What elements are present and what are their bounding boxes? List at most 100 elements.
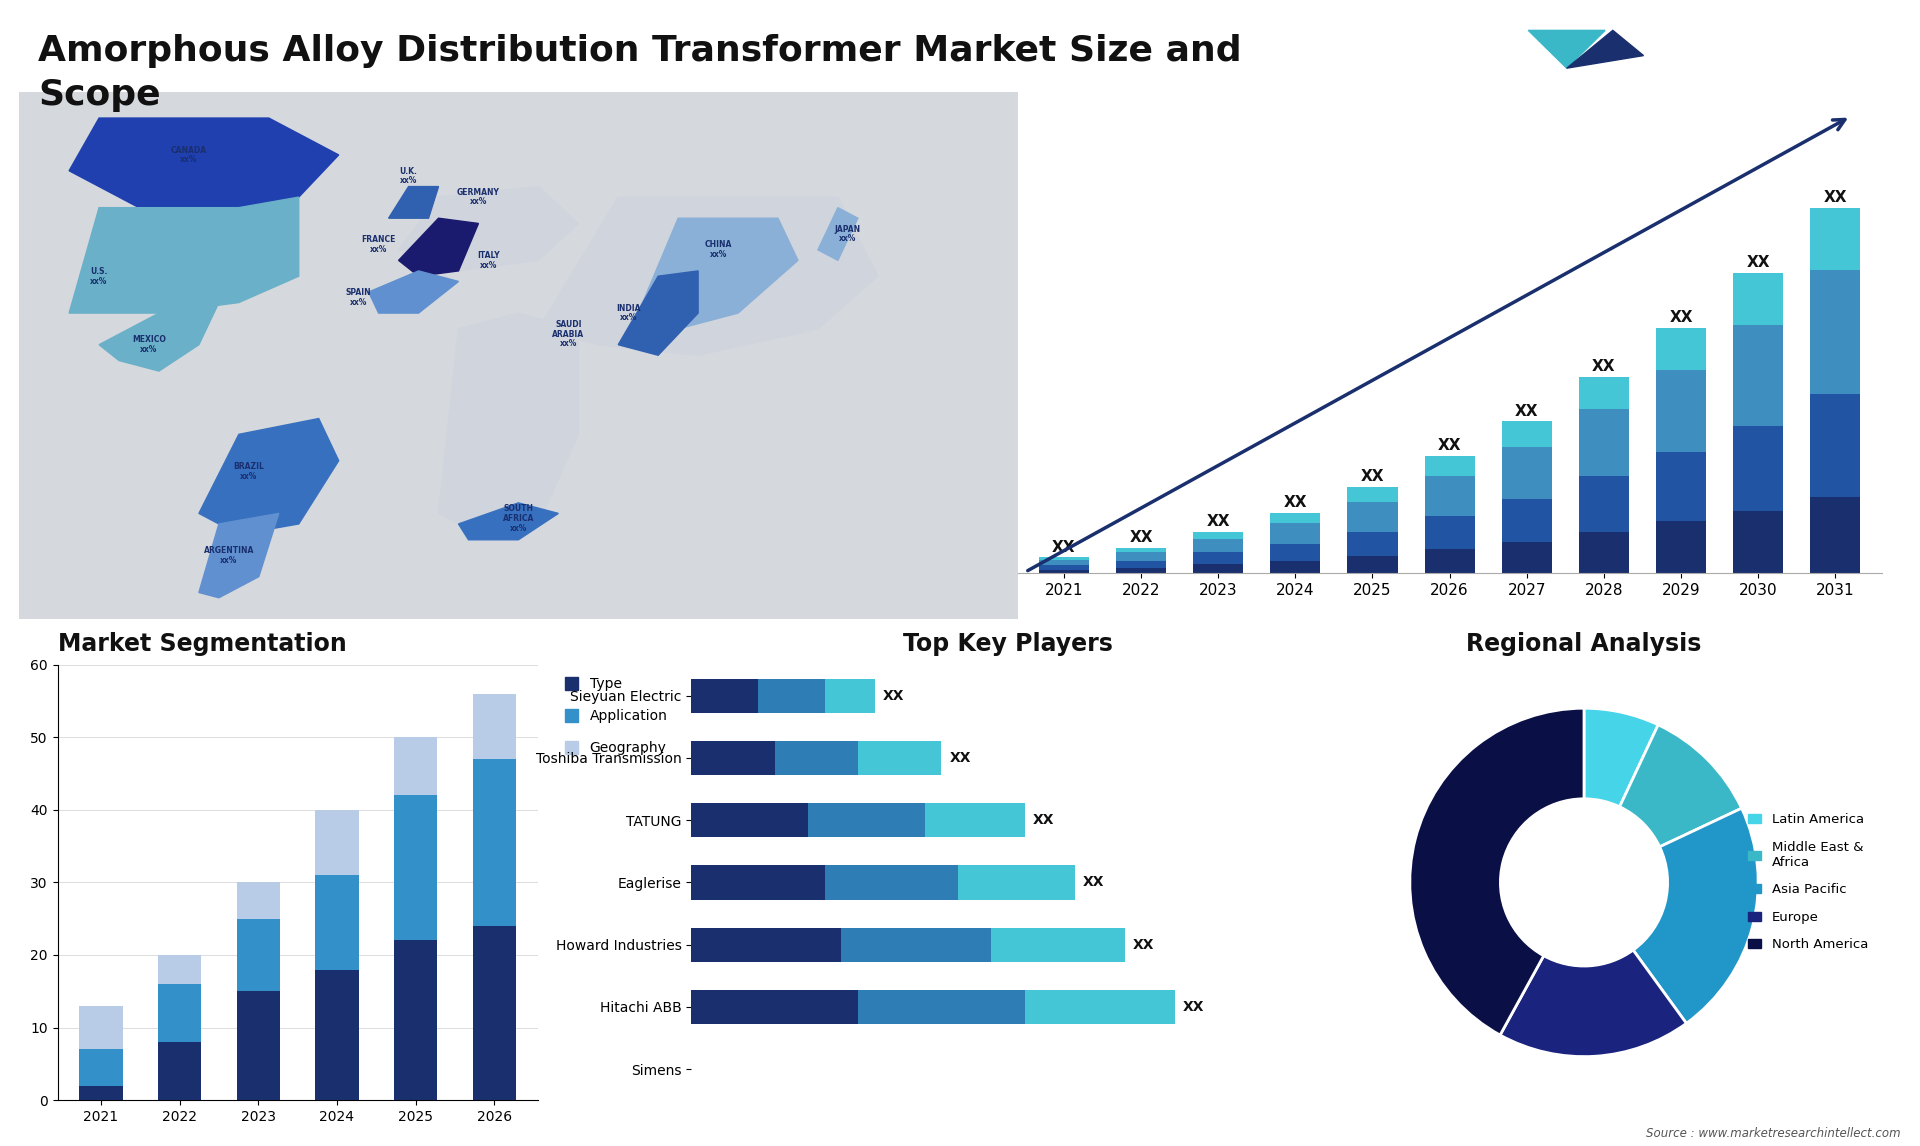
- Bar: [824, 678, 876, 713]
- Bar: [991, 927, 1125, 961]
- Bar: [1116, 548, 1165, 552]
- Text: INDIA
xx%: INDIA xx%: [616, 304, 641, 322]
- Polygon shape: [818, 207, 858, 260]
- Bar: [691, 865, 824, 900]
- Polygon shape: [538, 197, 877, 355]
- Text: MARKET: MARKET: [1709, 45, 1757, 54]
- Bar: [472, 926, 516, 1100]
- Bar: [958, 865, 1075, 900]
- Bar: [394, 941, 438, 1100]
- Title: Regional Analysis: Regional Analysis: [1467, 631, 1701, 656]
- Text: XX: XX: [1361, 469, 1384, 484]
- Polygon shape: [459, 503, 559, 540]
- Bar: [1039, 557, 1089, 560]
- Bar: [1348, 502, 1398, 532]
- Bar: [1578, 377, 1628, 409]
- Polygon shape: [200, 418, 338, 534]
- Legend: Latin America, Middle East &
Africa, Asia Pacific, Europe, North America: Latin America, Middle East & Africa, Asi…: [1743, 808, 1874, 957]
- Wedge shape: [1409, 708, 1584, 1035]
- Bar: [1501, 447, 1551, 499]
- Text: XX: XX: [1206, 513, 1231, 528]
- Bar: [858, 990, 1025, 1025]
- Text: XX: XX: [1284, 495, 1308, 510]
- Text: XX: XX: [950, 751, 972, 766]
- Bar: [79, 1050, 123, 1085]
- Bar: [1425, 516, 1475, 549]
- Bar: [1734, 511, 1784, 573]
- Bar: [1655, 453, 1707, 521]
- Bar: [1655, 370, 1707, 453]
- Bar: [824, 865, 958, 900]
- Bar: [1116, 560, 1165, 567]
- Text: XX: XX: [1129, 531, 1152, 545]
- Bar: [1811, 269, 1860, 394]
- Polygon shape: [637, 218, 799, 329]
- Bar: [1192, 539, 1244, 552]
- Bar: [925, 803, 1025, 838]
- Text: GERMANY
xx%: GERMANY xx%: [457, 188, 499, 206]
- Text: ITALY
xx%: ITALY xx%: [478, 251, 499, 269]
- Text: XX: XX: [1824, 190, 1847, 205]
- Polygon shape: [200, 513, 278, 598]
- Bar: [1734, 273, 1784, 324]
- Bar: [1811, 207, 1860, 269]
- Bar: [1655, 328, 1707, 370]
- Text: XX: XX: [1133, 937, 1154, 951]
- Polygon shape: [1528, 31, 1605, 68]
- Polygon shape: [100, 303, 219, 371]
- Bar: [79, 1085, 123, 1100]
- Wedge shape: [1620, 724, 1741, 847]
- Text: MEXICO
xx%: MEXICO xx%: [132, 336, 165, 354]
- Bar: [472, 759, 516, 926]
- Bar: [808, 803, 925, 838]
- Text: XX: XX: [1052, 540, 1075, 555]
- Bar: [1192, 552, 1244, 564]
- Text: XX: XX: [1083, 876, 1104, 889]
- Bar: [1271, 523, 1321, 543]
- Text: XX: XX: [1033, 814, 1054, 827]
- Bar: [157, 955, 202, 984]
- Text: ARGENTINA
xx%: ARGENTINA xx%: [204, 547, 253, 565]
- Bar: [1425, 477, 1475, 516]
- Bar: [1734, 426, 1784, 511]
- Bar: [315, 810, 359, 876]
- Bar: [691, 741, 774, 775]
- Text: Market Segmentation: Market Segmentation: [58, 631, 346, 656]
- Bar: [691, 990, 858, 1025]
- Bar: [315, 876, 359, 970]
- Bar: [1116, 567, 1165, 573]
- Bar: [1811, 394, 1860, 497]
- Bar: [1271, 560, 1321, 573]
- Bar: [1348, 532, 1398, 556]
- Text: BRAZIL
xx%: BRAZIL xx%: [234, 462, 265, 480]
- Polygon shape: [1567, 31, 1644, 68]
- FancyBboxPatch shape: [19, 92, 1018, 619]
- Text: U.S.
xx%: U.S. xx%: [90, 267, 108, 285]
- Wedge shape: [1584, 708, 1659, 807]
- Bar: [691, 678, 758, 713]
- Text: XX: XX: [1438, 438, 1461, 453]
- Bar: [394, 737, 438, 795]
- Polygon shape: [388, 187, 438, 218]
- Bar: [157, 984, 202, 1042]
- Wedge shape: [1500, 950, 1686, 1057]
- Legend: Type, Application, Geography: Type, Application, Geography: [559, 672, 672, 761]
- Text: JAPAN
xx%: JAPAN xx%: [835, 225, 860, 243]
- Polygon shape: [69, 118, 338, 207]
- Bar: [1039, 570, 1089, 573]
- Bar: [1348, 487, 1398, 502]
- Bar: [1655, 521, 1707, 573]
- Bar: [1425, 549, 1475, 573]
- Text: SOUTH
AFRICA
xx%: SOUTH AFRICA xx%: [503, 504, 534, 533]
- Text: RESEARCH: RESEARCH: [1709, 72, 1770, 83]
- Text: CANADA
xx%: CANADA xx%: [171, 146, 207, 164]
- Bar: [1578, 409, 1628, 477]
- Bar: [1271, 543, 1321, 560]
- Bar: [1578, 477, 1628, 532]
- Bar: [1501, 499, 1551, 542]
- Bar: [315, 970, 359, 1100]
- Bar: [841, 927, 991, 961]
- Polygon shape: [399, 218, 478, 276]
- Text: SAUDI
ARABIA
xx%: SAUDI ARABIA xx%: [553, 320, 584, 348]
- Bar: [858, 741, 941, 775]
